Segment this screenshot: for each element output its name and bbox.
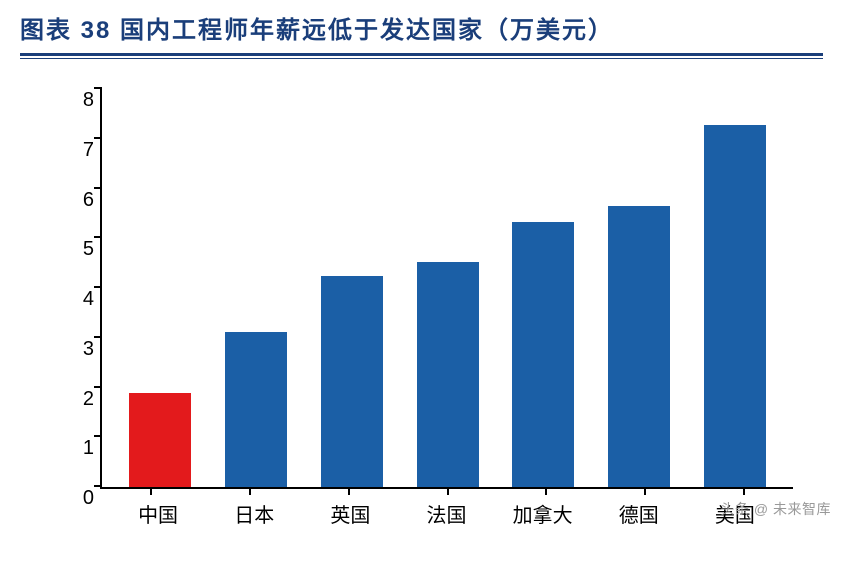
bar bbox=[704, 125, 766, 487]
bar-slot bbox=[400, 89, 496, 487]
y-tick-mark bbox=[94, 435, 102, 437]
y-tick-mark bbox=[94, 236, 102, 238]
y-tick-mark bbox=[94, 187, 102, 189]
bars-row bbox=[102, 89, 793, 487]
bar bbox=[129, 393, 191, 487]
bar bbox=[512, 222, 574, 487]
bar-slot bbox=[687, 89, 783, 487]
bar bbox=[417, 262, 479, 487]
y-tick-mark bbox=[94, 137, 102, 139]
x-axis-label: 法国 bbox=[398, 493, 494, 529]
watermark: 头条 @ 未来智库 bbox=[721, 499, 832, 519]
bar-slot bbox=[304, 89, 400, 487]
y-tick-mark bbox=[94, 386, 102, 388]
bar bbox=[225, 332, 287, 487]
x-axis-labels: 中国日本英国法国加拿大德国美国 bbox=[100, 493, 793, 529]
x-axis-label: 日本 bbox=[206, 493, 302, 529]
y-tick-mark bbox=[94, 87, 102, 89]
bar-slot bbox=[112, 89, 208, 487]
bar bbox=[608, 206, 670, 487]
x-axis-label: 德国 bbox=[591, 493, 687, 529]
y-tick-mark bbox=[94, 336, 102, 338]
bar bbox=[321, 276, 383, 487]
x-axis-label: 中国 bbox=[110, 493, 206, 529]
title-underline-thin bbox=[20, 58, 823, 59]
title-underline-thick bbox=[20, 53, 823, 56]
x-axis-label: 英国 bbox=[302, 493, 398, 529]
y-tick-mark bbox=[94, 485, 102, 487]
chart-title: 图表 38 国内工程师年薪远低于发达国家（万美元） bbox=[20, 17, 614, 44]
bar-slot bbox=[495, 89, 591, 487]
chart-container: 012345678 中国日本英国法国加拿大德国美国 bbox=[60, 89, 803, 529]
bar-slot bbox=[208, 89, 304, 487]
x-axis-label: 加拿大 bbox=[495, 493, 591, 529]
bar-slot bbox=[591, 89, 687, 487]
plot-area: 012345678 bbox=[100, 89, 793, 489]
chart-title-bar: 图表 38 国内工程师年薪远低于发达国家（万美元） bbox=[0, 0, 843, 53]
y-tick-mark bbox=[94, 286, 102, 288]
